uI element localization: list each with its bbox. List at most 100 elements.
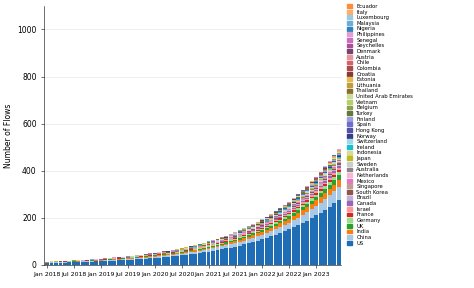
Bar	[202, 252, 206, 265]
Bar	[269, 223, 273, 224]
Bar	[256, 227, 260, 228]
Bar	[314, 183, 318, 184]
Bar	[193, 254, 197, 265]
Bar	[207, 249, 210, 252]
Bar	[292, 216, 296, 220]
Bar	[242, 233, 246, 234]
Bar	[314, 187, 318, 188]
Bar	[328, 182, 332, 185]
Bar	[198, 247, 201, 248]
Bar	[251, 229, 255, 230]
Bar	[180, 253, 183, 254]
Bar	[184, 255, 188, 265]
Bar	[296, 225, 300, 265]
Bar	[135, 257, 139, 258]
Bar	[265, 221, 269, 222]
Bar	[319, 176, 323, 177]
Bar	[278, 227, 282, 233]
Bar	[76, 262, 81, 265]
Bar	[287, 229, 291, 265]
Bar	[310, 184, 314, 185]
Bar	[229, 244, 233, 247]
Bar	[139, 259, 143, 265]
Bar	[278, 223, 282, 227]
Bar	[296, 202, 300, 203]
Bar	[305, 197, 309, 198]
Bar	[292, 208, 296, 209]
Bar	[323, 173, 327, 174]
Bar	[310, 198, 314, 200]
Bar	[323, 184, 327, 186]
Bar	[328, 171, 332, 172]
Bar	[310, 194, 314, 195]
Bar	[283, 221, 287, 225]
Bar	[337, 152, 340, 153]
Bar	[332, 170, 336, 171]
Bar	[157, 256, 161, 258]
Bar	[292, 220, 296, 227]
Bar	[323, 179, 327, 180]
Bar	[310, 218, 314, 265]
Bar	[260, 234, 264, 239]
Bar	[238, 237, 242, 238]
Bar	[265, 227, 269, 228]
Bar	[301, 194, 305, 195]
Bar	[323, 175, 327, 176]
Bar	[287, 211, 291, 212]
Bar	[314, 185, 318, 186]
Bar	[301, 201, 305, 202]
Bar	[211, 246, 215, 247]
Bar	[283, 210, 287, 211]
Bar	[292, 204, 296, 205]
Bar	[296, 204, 300, 205]
Bar	[278, 213, 282, 214]
Bar	[265, 225, 269, 226]
Bar	[63, 263, 67, 265]
Bar	[337, 200, 340, 265]
Bar	[319, 183, 323, 185]
Bar	[193, 248, 197, 249]
Bar	[144, 257, 148, 259]
Bar	[234, 243, 237, 247]
Bar	[229, 239, 233, 240]
Bar	[310, 196, 314, 198]
Bar	[319, 177, 323, 178]
Bar	[207, 245, 210, 246]
Bar	[310, 189, 314, 190]
Bar	[332, 159, 336, 160]
Bar	[332, 203, 336, 265]
Bar	[256, 232, 260, 234]
Bar	[265, 222, 269, 223]
Bar	[287, 208, 291, 209]
Bar	[332, 162, 336, 163]
Bar	[328, 176, 332, 178]
Bar	[166, 253, 170, 254]
Bar	[323, 183, 327, 184]
Bar	[287, 206, 291, 207]
Bar	[265, 238, 269, 265]
Bar	[283, 214, 287, 215]
Bar	[319, 182, 323, 183]
Bar	[269, 226, 273, 228]
Bar	[193, 249, 197, 250]
Bar	[287, 207, 291, 208]
Bar	[332, 164, 336, 165]
Bar	[260, 226, 264, 227]
Bar	[310, 186, 314, 187]
Bar	[337, 155, 340, 156]
Bar	[278, 233, 282, 265]
Bar	[319, 181, 323, 182]
Bar	[274, 229, 278, 235]
Bar	[242, 234, 246, 235]
Bar	[63, 262, 67, 263]
Bar	[301, 193, 305, 194]
Bar	[328, 166, 332, 167]
Bar	[323, 180, 327, 181]
Bar	[202, 247, 206, 248]
Bar	[166, 257, 170, 265]
Bar	[296, 198, 300, 199]
Bar	[234, 238, 237, 239]
Bar	[332, 192, 336, 203]
Bar	[274, 222, 278, 223]
Bar	[314, 181, 318, 182]
